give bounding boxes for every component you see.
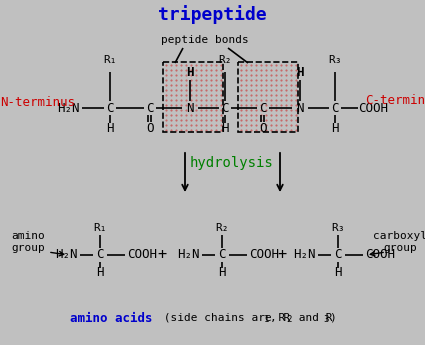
- Text: peptide bonds: peptide bonds: [161, 35, 249, 45]
- Text: amino
group: amino group: [11, 231, 45, 253]
- Text: H: H: [106, 121, 114, 135]
- Text: H: H: [221, 121, 229, 135]
- Text: C: C: [146, 101, 154, 115]
- Text: R₂: R₂: [218, 55, 232, 65]
- Text: +: +: [157, 247, 167, 263]
- Text: amino acids: amino acids: [70, 312, 153, 325]
- Text: H₂N: H₂N: [57, 101, 79, 115]
- Text: H₂N: H₂N: [177, 248, 199, 262]
- Text: COOH: COOH: [358, 101, 388, 115]
- Text: COOH: COOH: [127, 248, 157, 262]
- Text: (side chains are R: (side chains are R: [157, 313, 285, 323]
- Text: and R: and R: [292, 313, 332, 323]
- Text: carboxyl
group: carboxyl group: [373, 231, 425, 253]
- Text: N-terminus: N-terminus: [0, 97, 76, 109]
- Text: H₂N: H₂N: [55, 248, 77, 262]
- Text: R₂: R₂: [215, 223, 229, 233]
- Text: C: C: [331, 101, 339, 115]
- Text: C: C: [96, 248, 104, 262]
- Text: C: C: [106, 101, 114, 115]
- Text: tripeptide: tripeptide: [158, 6, 266, 24]
- Text: ): ): [329, 313, 336, 323]
- Text: H: H: [331, 121, 339, 135]
- Text: R₃: R₃: [328, 55, 342, 65]
- Text: R₁: R₁: [103, 55, 117, 65]
- Text: 2: 2: [286, 315, 292, 325]
- Bar: [238, 62, 298, 132]
- Text: H: H: [218, 266, 226, 278]
- Bar: [163, 62, 223, 132]
- Text: N: N: [186, 101, 194, 115]
- Text: 3: 3: [323, 315, 329, 325]
- Text: hydrolysis: hydrolysis: [190, 156, 274, 170]
- Text: O: O: [259, 121, 267, 135]
- Text: 1: 1: [264, 315, 269, 325]
- Text: C: C: [218, 248, 226, 262]
- Text: +: +: [278, 247, 286, 263]
- Text: H: H: [186, 67, 194, 79]
- Text: O: O: [146, 121, 154, 135]
- Text: C: C: [334, 248, 342, 262]
- Text: C: C: [259, 101, 267, 115]
- Text: C: C: [221, 101, 229, 115]
- Text: N: N: [296, 101, 304, 115]
- Text: , R: , R: [270, 313, 290, 323]
- Text: H: H: [96, 266, 104, 278]
- Text: H₂N: H₂N: [293, 248, 315, 262]
- Text: R₃: R₃: [331, 223, 345, 233]
- Text: C-terminus: C-terminus: [366, 93, 425, 107]
- Text: H: H: [334, 266, 342, 278]
- Text: COOH: COOH: [249, 248, 279, 262]
- Text: COOH: COOH: [365, 248, 395, 262]
- Text: H: H: [296, 67, 304, 79]
- Text: R₁: R₁: [93, 223, 107, 233]
